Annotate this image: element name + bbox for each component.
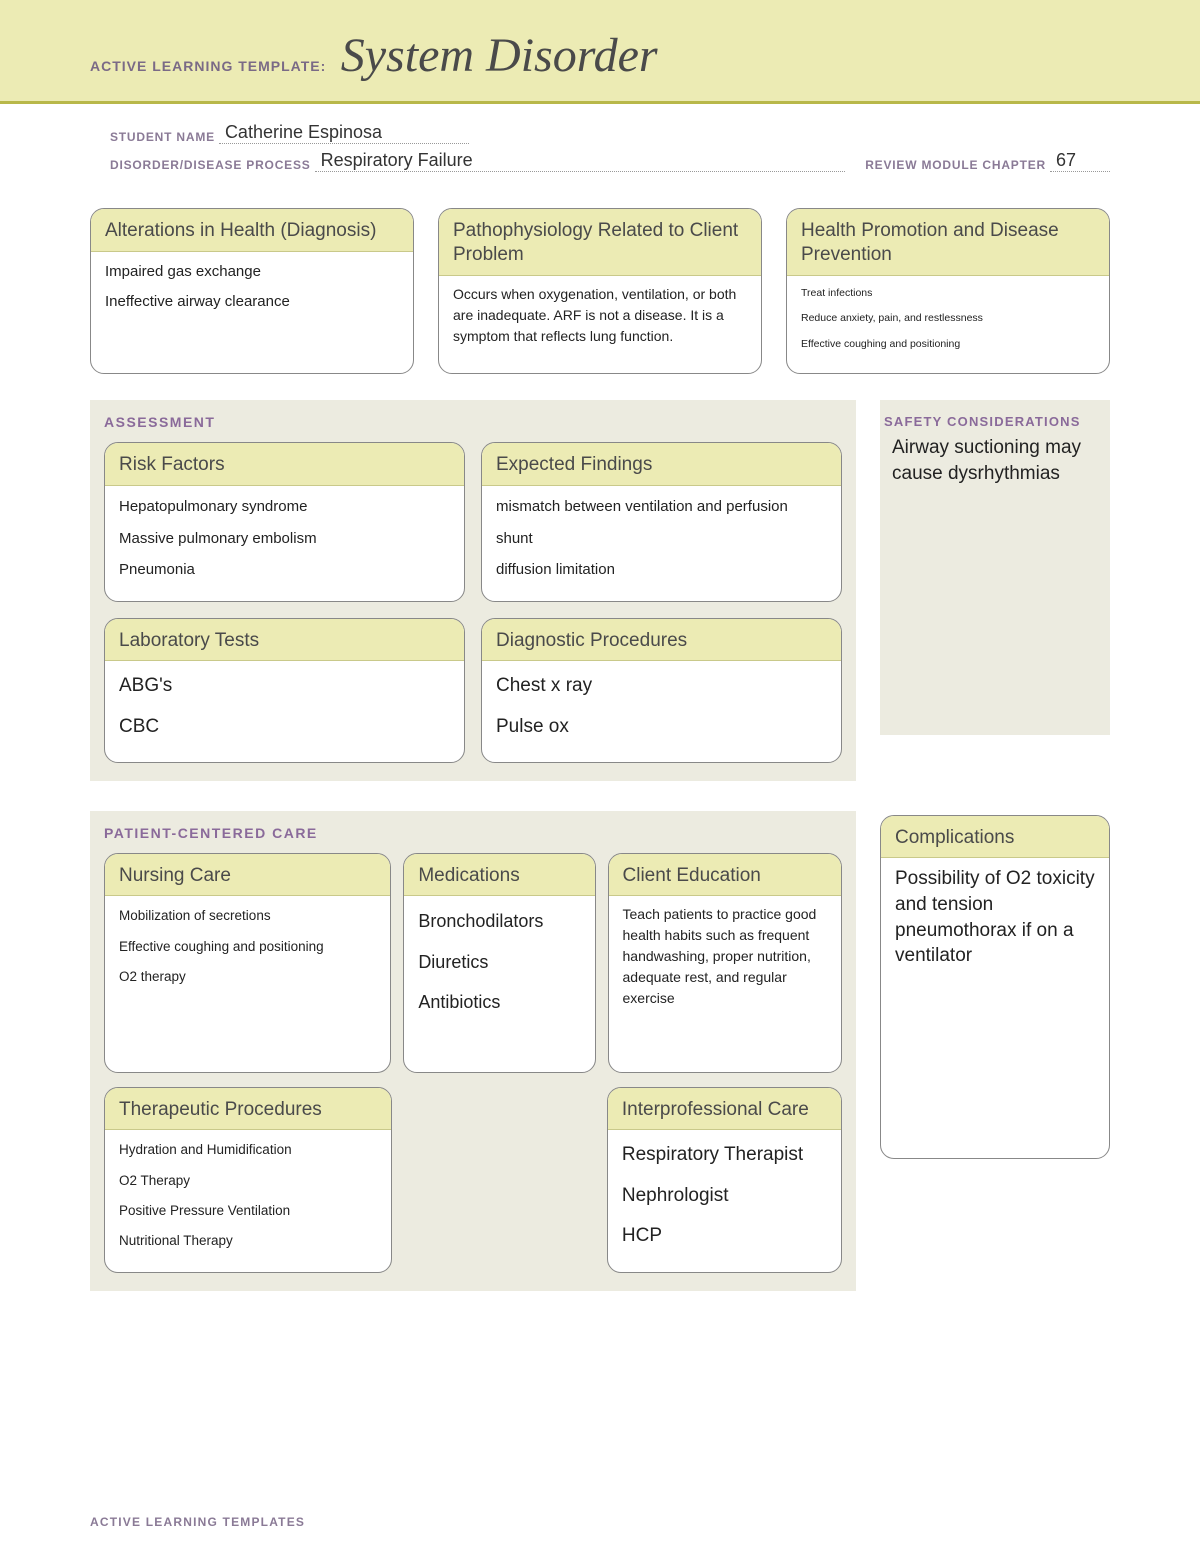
banner-title: System Disorder [341,28,658,83]
inter-title: Interprofessional Care [608,1088,841,1131]
page: ACTIVE LEARNING TEMPLATE: System Disorde… [0,0,1200,1553]
inter-l1: Respiratory Therapist [622,1138,827,1172]
nursing-l2: Effective coughing and positioning [119,935,376,959]
labs-l1: ABG's [119,669,450,703]
alterations-title: Alterations in Health (Diagnosis) [91,209,413,252]
ther-body: Hydration and Humidification O2 Therapy … [105,1130,391,1271]
meds-l1: Bronchodilators [418,904,580,938]
meds-card: Medications Bronchodilators Diuretics An… [403,853,595,1073]
labs-card: Laboratory Tests ABG's CBC [104,618,465,763]
meds-l3: Antibiotics [418,985,580,1019]
banner: ACTIVE LEARNING TEMPLATE: System Disorde… [0,0,1200,104]
labs-body: ABG's CBC [105,661,464,761]
assessment-title: ASSESSMENT [104,414,842,430]
disorder-value: Respiratory Failure [315,150,846,172]
edu-body: Teach patients to practice good health h… [609,896,841,1021]
risk-l2: Massive pulmonary embolism [119,526,450,552]
diag-title: Diagnostic Procedures [482,619,841,662]
inter-l2: Nephrologist [622,1179,827,1213]
promo-body: Treat infections Reduce anxiety, pain, a… [787,276,1109,374]
findings-body: mismatch between ventilation and perfusi… [482,486,841,601]
diag-body: Chest x ray Pulse ox [482,661,841,761]
student-name-value: Catherine Espinosa [219,122,469,144]
diag-l2: Pulse ox [496,710,827,744]
safety-column: SAFETY CONSIDERATIONS Airway suctioning … [880,400,1110,810]
risk-l1: Hepatopulmonary syndrome [119,494,450,520]
findings-title: Expected Findings [482,443,841,486]
promo-title: Health Promotion and Disease Prevention [787,209,1109,276]
complications-column: Complications Possibility of O2 toxicity… [880,811,1110,1321]
meds-title: Medications [404,854,594,897]
ther-l2: O2 Therapy [119,1169,377,1193]
diag-l1: Chest x ray [496,669,827,703]
footer: ACTIVE LEARNING TEMPLATES [90,1515,305,1529]
labs-l2: CBC [119,710,450,744]
top-row: Alterations in Health (Diagnosis) Impair… [90,208,1110,374]
risk-card: Risk Factors Hepatopulmonary syndrome Ma… [104,442,465,601]
ther-card: Therapeutic Procedures Hydration and Hum… [104,1087,392,1273]
inter-card: Interprofessional Care Respiratory Thera… [607,1087,842,1273]
ther-l1: Hydration and Humidification [119,1138,377,1162]
nursing-body: Mobilization of secretions Effective cou… [105,896,390,1007]
safety-body: Airway suctioning may cause dysrhythmias [884,435,1106,486]
safety-title: SAFETY CONSIDERATIONS [880,400,1110,435]
findings-l2: shunt [496,526,827,552]
findings-l1: mismatch between ventilation and perfusi… [496,494,827,520]
chapter-label: REVIEW MODULE CHAPTER [865,158,1046,172]
nursing-l1: Mobilization of secretions [119,904,376,928]
complications-card: Complications Possibility of O2 toxicity… [880,815,1110,1160]
inter-body: Respiratory Therapist Nephrologist HCP [608,1130,841,1271]
meds-body: Bronchodilators Diuretics Antibiotics [404,896,594,1037]
chapter-value: 67 [1050,150,1110,172]
ther-l4: Nutritional Therapy [119,1229,377,1253]
safety-box: Airway suctioning may cause dysrhythmias [880,435,1110,735]
inter-l3: HCP [622,1219,827,1253]
alterations-l1: Impaired gas exchange [105,260,399,284]
edu-card: Client Education Teach patients to pract… [608,853,842,1073]
findings-l3: diffusion limitation [496,557,827,583]
labs-title: Laboratory Tests [105,619,464,662]
risk-body: Hepatopulmonary syndrome Massive pulmona… [105,486,464,601]
pcc-spacer [404,1087,595,1273]
edu-title: Client Education [609,854,841,897]
banner-label: ACTIVE LEARNING TEMPLATE: [90,58,326,74]
alterations-l2: Ineffective airway clearance [105,290,399,314]
promo-l1: Treat infections [801,284,1095,304]
assessment-section: ASSESSMENT Risk Factors Hepatopulmonary … [90,400,856,780]
findings-card: Expected Findings mismatch between venti… [481,442,842,601]
promo-l3: Effective coughing and positioning [801,335,1095,355]
patho-card: Pathophysiology Related to Client Proble… [438,208,762,374]
nursing-title: Nursing Care [105,854,390,897]
nursing-l3: O2 therapy [119,965,376,989]
meta-block: STUDENT NAME Catherine Espinosa DISORDER… [0,104,1200,188]
complications-body: Possibility of O2 toxicity and tension p… [881,858,1109,1158]
risk-l3: Pneumonia [119,557,450,583]
meds-l2: Diuretics [418,945,580,979]
student-name-label: STUDENT NAME [110,130,215,144]
assessment-row: ASSESSMENT Risk Factors Hepatopulmonary … [90,400,1110,810]
disorder-label: DISORDER/DISEASE PROCESS [110,158,311,172]
complications-title: Complications [881,816,1109,859]
nursing-card: Nursing Care Mobilization of secretions … [104,853,391,1073]
alterations-body: Impaired gas exchange Ineffective airway… [91,252,413,332]
patho-title: Pathophysiology Related to Client Proble… [439,209,761,276]
pcc-row: PATIENT-CENTERED CARE Nursing Care Mobil… [90,811,1110,1321]
diag-card: Diagnostic Procedures Chest x ray Pulse … [481,618,842,763]
content: Alterations in Health (Diagnosis) Impair… [0,188,1200,1321]
risk-title: Risk Factors [105,443,464,486]
alterations-card: Alterations in Health (Diagnosis) Impair… [90,208,414,374]
pcc-section: PATIENT-CENTERED CARE Nursing Care Mobil… [90,811,856,1291]
ther-title: Therapeutic Procedures [105,1088,391,1131]
promo-l2: Reduce anxiety, pain, and restlessness [801,309,1095,329]
patho-body: Occurs when oxygenation, ventilation, or… [439,276,761,359]
ther-l3: Positive Pressure Ventilation [119,1199,377,1223]
promo-card: Health Promotion and Disease Prevention … [786,208,1110,374]
pcc-title: PATIENT-CENTERED CARE [104,825,842,841]
